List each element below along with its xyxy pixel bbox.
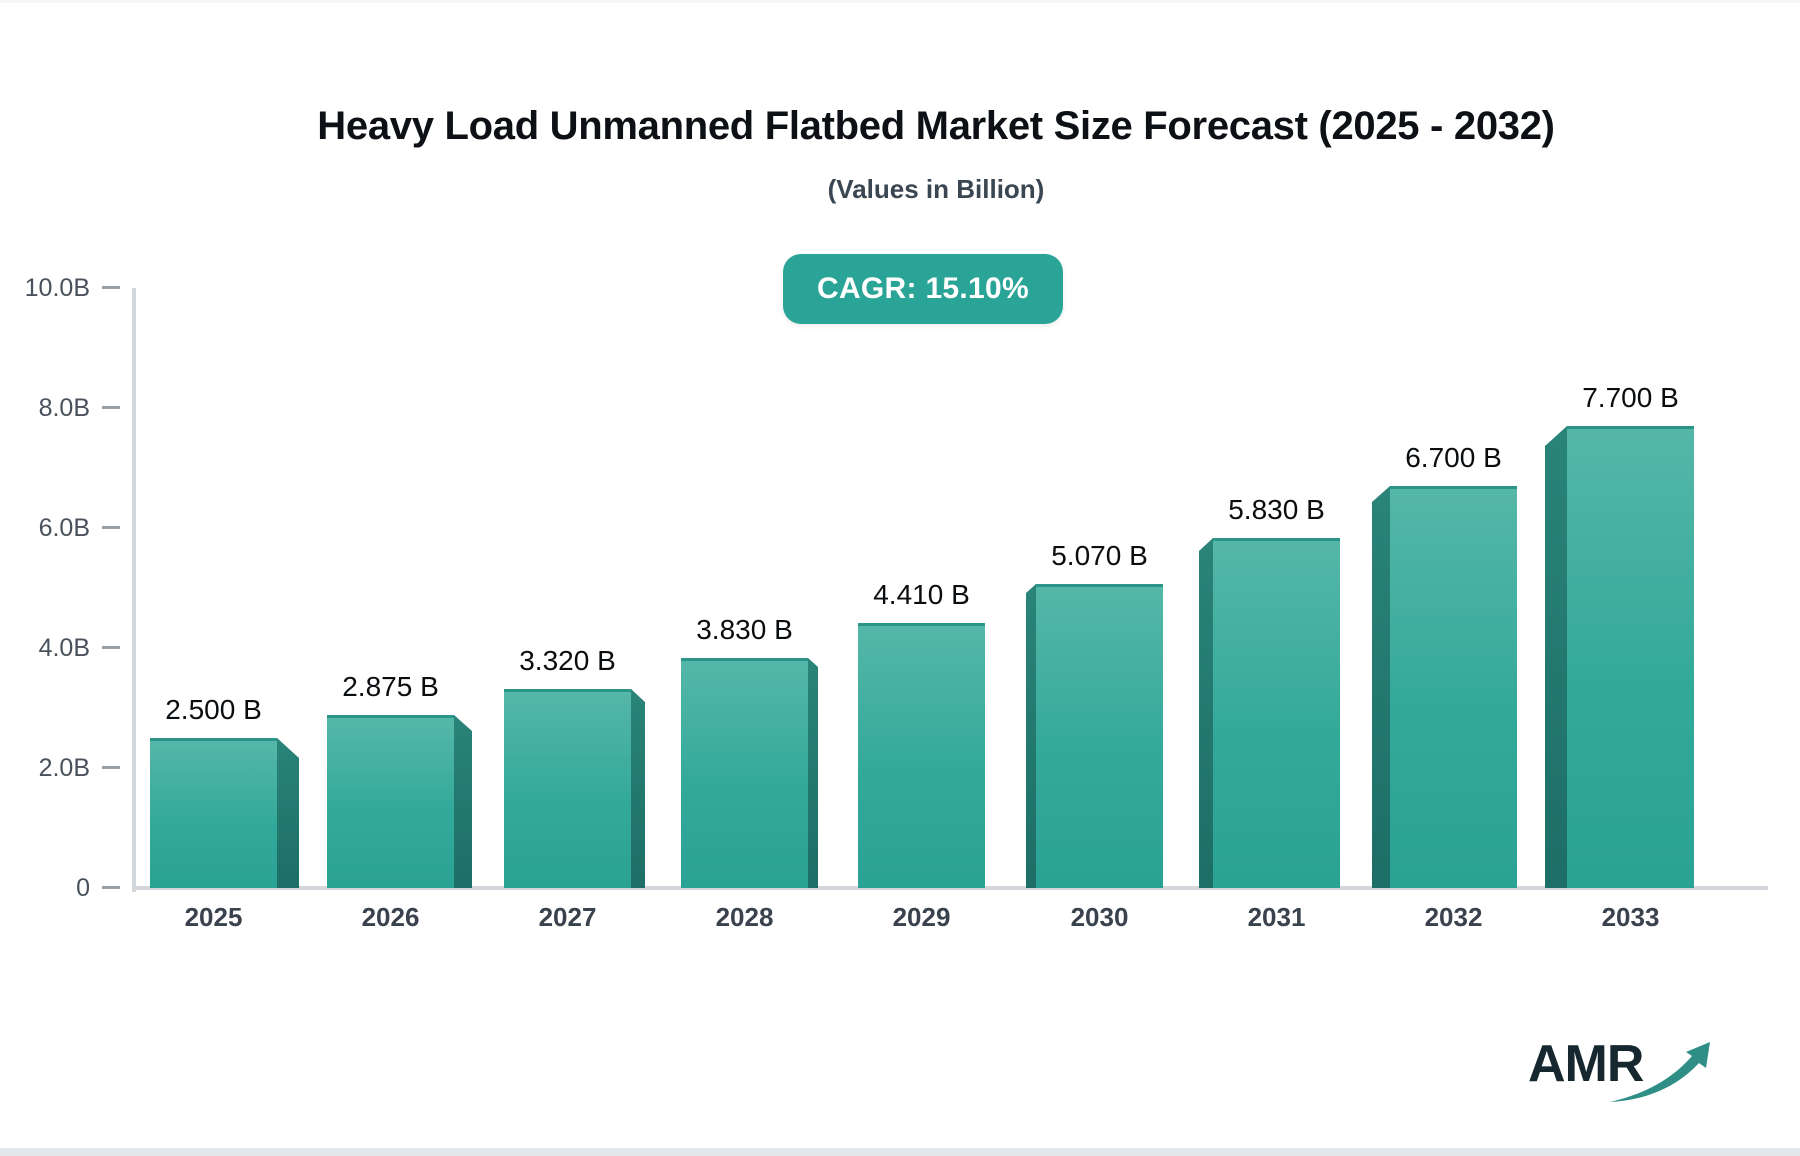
bar-value-label: 5.070 B [1051, 540, 1148, 571]
bar-3d-side [277, 738, 299, 888]
bar-3d-side [1026, 584, 1036, 888]
bar-3d-side [1545, 426, 1567, 888]
growth-arrow-icon [1610, 1042, 1710, 1102]
bar-value-label: 3.830 B [696, 614, 793, 645]
y-tick-label: 6.0B [38, 514, 90, 542]
bar-2029 [858, 623, 985, 888]
page-title: Heavy Load Unmanned Flatbed Market Size … [317, 104, 1555, 148]
y-axis-line [132, 288, 136, 892]
y-tick-mark [102, 646, 120, 649]
y-tick-mark [102, 406, 120, 409]
bar-3d-side [808, 658, 818, 888]
x-axis-label-2030: 2030 [1070, 902, 1129, 932]
bar-value-label: 3.320 B [519, 645, 616, 676]
bar-value-label: 7.700 B [1582, 382, 1679, 413]
x-axis-label-2027: 2027 [538, 902, 597, 932]
bar-value-label: 6.700 B [1405, 442, 1502, 473]
x-axis-label-2025: 2025 [184, 902, 243, 932]
y-tick-mark [102, 886, 120, 889]
bar-2027 [504, 689, 631, 888]
page-subtitle: (Values in Billion) [827, 174, 1045, 204]
y-tick-mark [102, 286, 120, 289]
x-axis-label-2026: 2026 [361, 902, 420, 932]
bar-2028 [681, 658, 808, 888]
y-tick-mark [102, 526, 120, 529]
bar-2025 [150, 738, 277, 888]
bar-3d-side [1199, 538, 1213, 888]
bar-value-label: 5.830 B [1228, 494, 1325, 525]
x-axis-line [132, 886, 1768, 890]
cagr-badge-label: CAGR: 15.10% [816, 272, 1029, 305]
bottom-edge-strip [0, 1148, 1800, 1156]
y-tick-label: 4.0B [38, 634, 90, 662]
amr-logo-text: AMR [1528, 1035, 1644, 1093]
cagr-badge: CAGR: 15.10% [783, 254, 1063, 324]
bar-2032 [1390, 486, 1517, 888]
bar-value-label: 2.500 B [165, 694, 262, 725]
y-tick-label: 0 [76, 874, 90, 902]
y-tick-label: 2.0B [38, 754, 90, 782]
x-axis-label-2028: 2028 [715, 902, 774, 932]
x-axis-label-2032: 2032 [1424, 902, 1483, 932]
bar-value-label: 4.410 B [873, 579, 970, 610]
bar-3d-side [631, 689, 645, 888]
bar-value-label: 2.875 B [342, 671, 439, 702]
top-edge-strip [0, 0, 1800, 3]
bar-3d-side [454, 715, 472, 888]
x-axis-label-2031: 2031 [1247, 902, 1306, 932]
y-tick-label: 8.0B [38, 394, 90, 422]
bar-2033 [1567, 426, 1694, 888]
x-axis-label-2033: 2033 [1601, 902, 1660, 932]
y-tick-mark [102, 766, 120, 769]
amr-logo: AMR [1528, 1034, 1728, 1114]
bar-2031 [1213, 538, 1340, 888]
y-tick-label: 10.0B [24, 274, 90, 302]
bar-3d-side [1372, 486, 1390, 888]
bar-2026 [327, 715, 454, 888]
bar-2030 [1036, 584, 1163, 888]
x-axis-label-2029: 2029 [892, 902, 951, 932]
